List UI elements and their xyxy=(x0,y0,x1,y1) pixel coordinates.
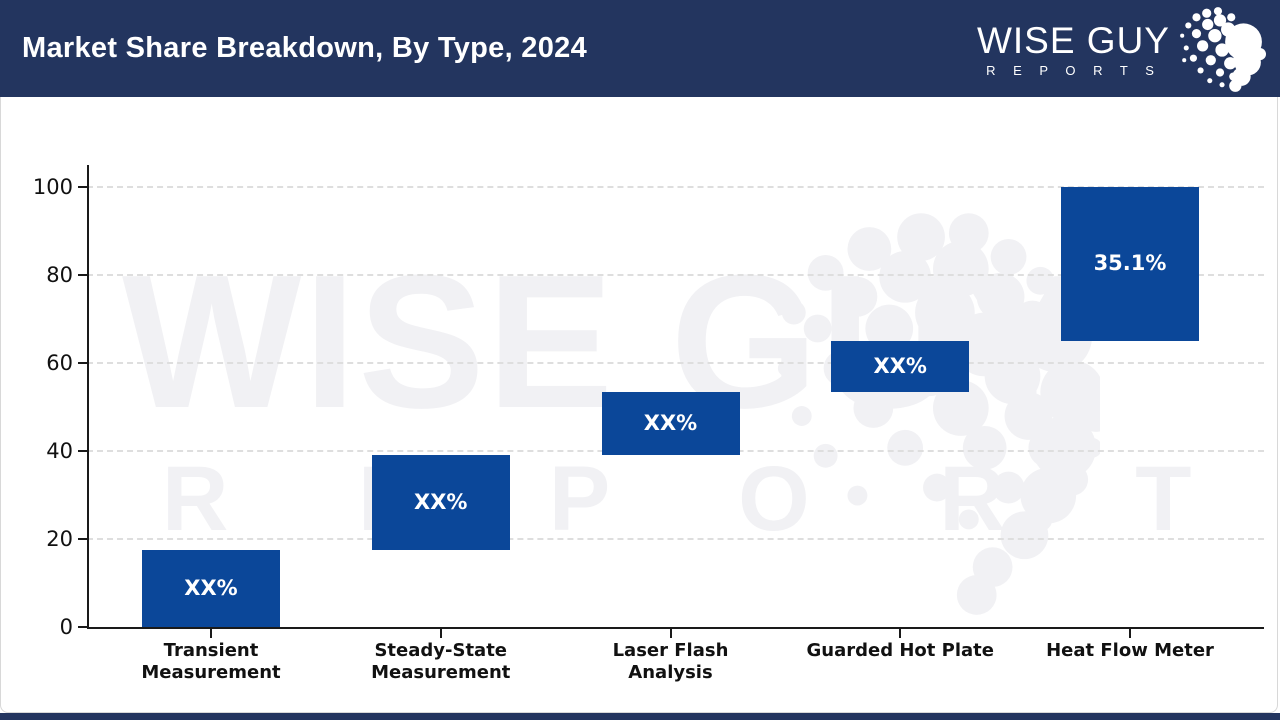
category-label-line: Guarded Hot Plate xyxy=(806,640,994,661)
logo-wordmark: WISE GUY R E P O R T S xyxy=(977,21,1170,79)
category-label-3: Laser Flash Analysis xyxy=(556,640,786,684)
x-tick-2 xyxy=(439,629,442,638)
logo-wordmark-line1: WISE GUY xyxy=(976,20,1170,61)
logo-wordmark-line2: R E P O R T S xyxy=(986,63,1161,78)
category-label-line: Laser Flash xyxy=(612,640,729,661)
x-tick-3 xyxy=(669,629,672,638)
bar-2 xyxy=(371,455,510,550)
footer-bar xyxy=(0,713,1280,720)
bar-1 xyxy=(142,550,280,627)
y-tick-100 xyxy=(78,186,87,188)
y-tick-label-0: 0 xyxy=(59,615,73,639)
bar-value-label-2: XX% xyxy=(414,489,468,514)
category-label-line: Heat Flow Meter xyxy=(1046,640,1214,661)
y-tick-label-20: 20 xyxy=(46,527,73,551)
x-tick-5 xyxy=(1129,629,1131,638)
y-tick-label-80: 80 xyxy=(46,263,73,287)
x-tick-4 xyxy=(899,629,902,638)
gridline-20 xyxy=(87,538,1264,540)
y-tick-20 xyxy=(78,538,87,540)
y-tick-60 xyxy=(78,362,87,364)
y-tick-label-60: 60 xyxy=(46,351,73,375)
y-tick-80 xyxy=(78,274,87,276)
gridline-100 xyxy=(87,186,1264,188)
category-label-4: Guarded Hot Plate xyxy=(785,640,1015,662)
wiseguy-logo: WISE GUY R E P O R T S xyxy=(977,6,1266,94)
watermark-head-icon xyxy=(777,213,1100,615)
x-axis-line xyxy=(87,627,1264,629)
category-label-line: Analysis xyxy=(628,662,713,683)
x-tick-1 xyxy=(210,629,212,638)
y-tick-label-100: 100 xyxy=(32,175,73,199)
bar-value-label-3: XX% xyxy=(643,410,698,435)
category-label-line: Measurement xyxy=(141,662,281,683)
bar-3 xyxy=(601,391,740,456)
bar-value-label-5: 35.1% xyxy=(1093,251,1167,276)
y-tick-label-40: 40 xyxy=(46,439,73,463)
header-banner: Market Share Breakdown, By Type, 2024 WI… xyxy=(0,0,1280,97)
bar-4 xyxy=(831,341,970,392)
y-tick-40 xyxy=(78,450,87,452)
logo-head-icon xyxy=(1180,7,1266,92)
gridline-60 xyxy=(87,362,1264,364)
category-label-5: Heat Flow Meter xyxy=(1015,640,1245,662)
category-label-2: Steady-State Measurement xyxy=(326,640,556,684)
category-label-line: Transient xyxy=(163,640,259,661)
bar-value-label-4: XX% xyxy=(873,353,927,378)
y-tick-0 xyxy=(78,626,87,628)
bar-5 xyxy=(1061,187,1199,342)
category-label-line: Measurement xyxy=(371,662,511,683)
category-label-1: Transient Measurement xyxy=(96,640,326,684)
watermark-reports: R E P O R T S xyxy=(162,448,1280,550)
y-axis-spine xyxy=(87,165,89,629)
category-label-line: Steady-State xyxy=(374,640,508,661)
gridline-80 xyxy=(87,274,1264,276)
chart-title: Market Share Breakdown, By Type, 2024 xyxy=(22,32,588,64)
bar-value-label-1: XX% xyxy=(184,575,238,600)
